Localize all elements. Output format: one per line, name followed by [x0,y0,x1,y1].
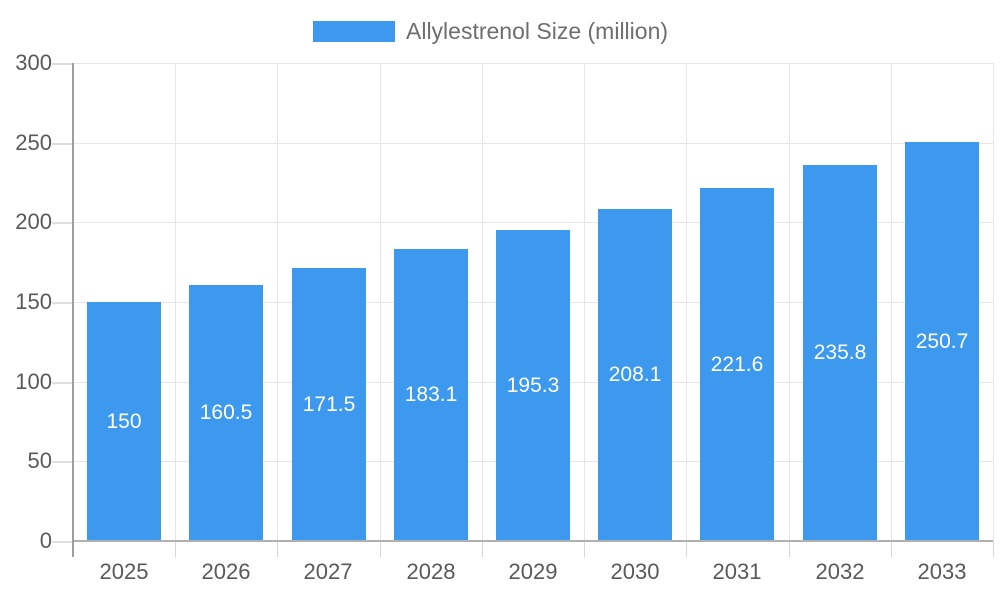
bar-2026[interactable] [189,285,263,541]
bar-value-label: 160.5 [199,401,253,424]
x-axis-tick [789,541,790,557]
x-axis-label: 2028 [406,559,456,584]
bar-value-label: 183.1 [404,383,458,406]
x-axis-label: 2031 [712,559,762,584]
y-axis-tick [52,63,73,65]
gridline-vertical [891,63,892,541]
y-axis-label: 300 [15,50,52,75]
gridline-horizontal [73,222,993,223]
x-axis-tick [380,541,381,557]
y-axis-tick [52,541,73,543]
bar-value-label: 221.6 [710,353,764,376]
x-axis-tick [993,541,994,557]
legend-label: Allylestrenol Size (million) [406,18,669,44]
y-axis-tick [52,302,73,304]
y-axis-label: 200 [15,209,52,234]
gridline-vertical [482,63,483,541]
bar-2031[interactable] [700,188,774,541]
y-axis-label: 250 [15,130,52,155]
bar-value-label: 235.8 [813,341,867,364]
y-axis-label: 150 [15,289,52,314]
y-axis-tick [52,382,73,384]
bar-value-label: 171.5 [302,393,356,416]
bar-value-label: 208.1 [608,363,662,386]
y-axis-tick [52,222,73,224]
gridline-horizontal [73,143,993,144]
x-axis-tick [891,541,892,557]
x-axis-baseline [73,540,993,542]
x-axis-tick [482,541,483,557]
x-axis-label: 2030 [610,559,660,584]
gridline-vertical [584,63,585,541]
x-axis-tick [584,541,585,557]
bar-2032[interactable] [803,165,877,541]
y-axis-label: 0 [39,528,52,553]
gridline-vertical [380,63,381,541]
gridline-vertical [789,63,790,541]
bar-2033[interactable] [905,142,979,541]
bar-value-label: 250.7 [915,330,969,353]
x-axis-label: 2029 [508,559,558,584]
bar-2028[interactable] [394,249,468,541]
x-axis-label: 2025 [99,559,149,584]
x-axis-label: 2033 [917,559,967,584]
x-axis-tick [686,541,687,557]
x-axis-label: 2032 [815,559,865,584]
bar-2030[interactable] [598,209,672,541]
legend: Allylestrenol Size (million) [313,18,668,45]
x-axis-tick [175,541,176,557]
y-axis-tick [52,143,73,145]
y-axis-line [72,63,74,557]
bar-2025[interactable] [87,302,161,541]
y-axis-label: 50 [27,448,52,473]
y-axis-label: 100 [15,369,52,394]
bar-value-label: 195.3 [506,374,560,397]
gridline-vertical [993,63,994,541]
legend-swatch [313,21,395,42]
bar-2029[interactable] [496,230,570,541]
gridline-vertical [277,63,278,541]
x-axis-label: 2027 [303,559,353,584]
bar-value-label: 150 [106,410,142,433]
x-axis-tick [277,541,278,557]
bar-2027[interactable] [292,268,366,541]
gridline-vertical [175,63,176,541]
y-axis-tick [52,461,73,463]
gridline-horizontal [73,63,993,64]
x-axis-label: 2026 [201,559,251,584]
gridline-vertical [686,63,687,541]
